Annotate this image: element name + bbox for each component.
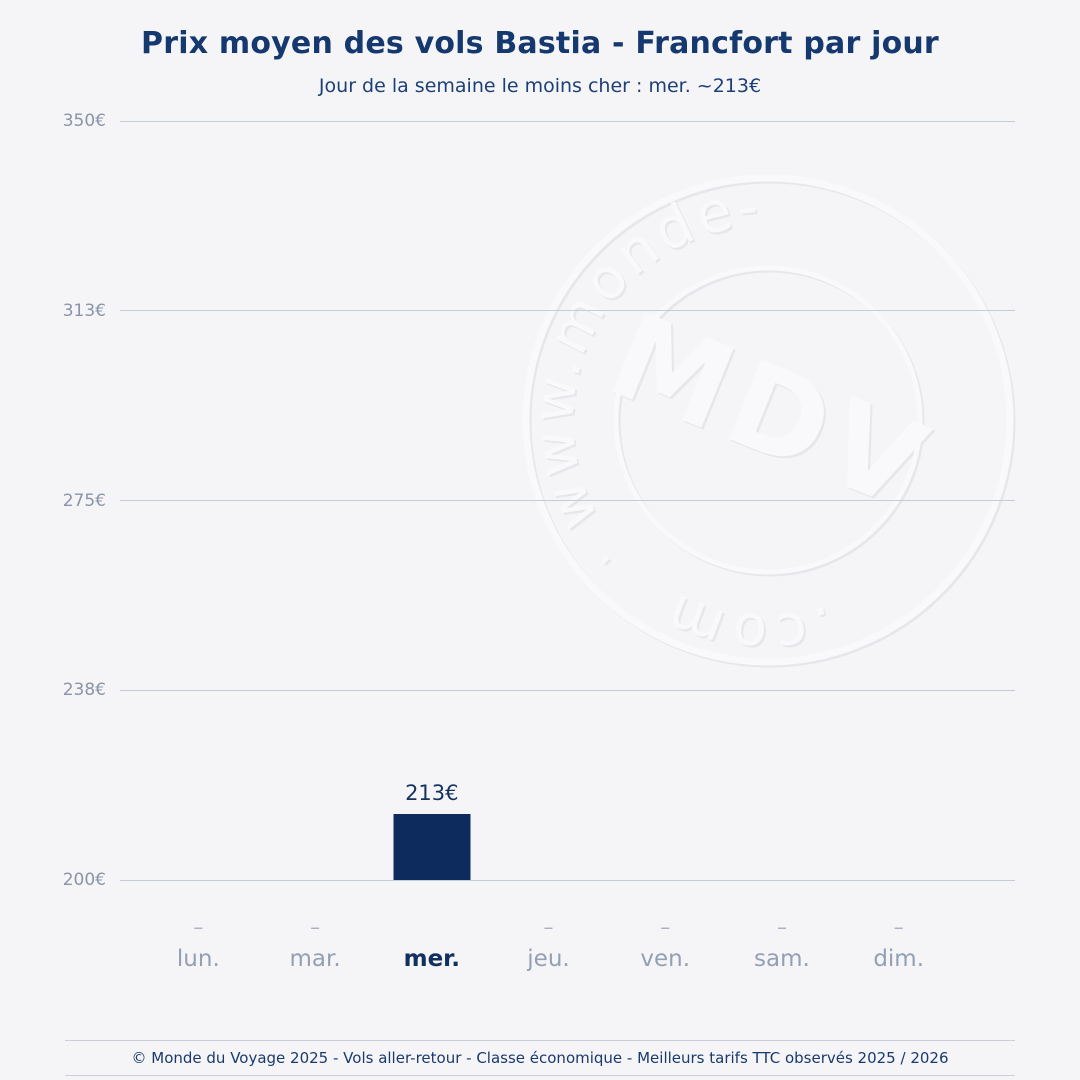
no-data-marker: – <box>776 915 787 939</box>
day-label-mar: mar. <box>289 946 341 972</box>
bar-column-dim <box>840 121 957 880</box>
bar-value-label: 213€ <box>405 781 459 806</box>
bar-column-lun <box>140 121 257 880</box>
x-axis-day-labels: – lun. – mar. mer. – jeu. – ven. – sam. – dim. <box>140 880 957 972</box>
y-tick-label: 200€ <box>62 870 106 890</box>
no-data-marker: – <box>310 915 321 939</box>
day-column-ven: – ven. <box>607 880 724 972</box>
day-column-mer: mer. <box>373 880 490 972</box>
y-tick-label: 350€ <box>62 111 106 131</box>
gridline <box>120 120 1015 122</box>
y-tick-label: 275€ <box>62 490 106 511</box>
gridline <box>120 310 1015 312</box>
day-label-jeu: jeu. <box>527 946 570 972</box>
day-column-sam: – sam. <box>724 880 841 972</box>
day-column-dim: – dim. <box>840 880 957 972</box>
day-label-lun: lun. <box>176 946 220 972</box>
bar-column-mer: 213€ <box>373 121 490 880</box>
no-data-marker: – <box>660 915 671 939</box>
no-data-marker: – <box>893 915 904 939</box>
bar-column-jeu <box>490 121 607 880</box>
day-label-sam: sam. <box>754 946 810 972</box>
bar-columns: 213€ <box>140 121 957 880</box>
bar-mer <box>393 814 471 880</box>
gridline <box>120 689 1015 691</box>
y-tick-label: 313€ <box>62 300 106 321</box>
chart-title: Prix moyen des vols Bastia - Francfort p… <box>141 26 939 61</box>
footer-text: © Monde du Voyage 2025 - Vols aller-reto… <box>131 1049 949 1067</box>
chart-subtitle: Jour de la semaine le moins cher : mer. … <box>318 75 762 97</box>
day-column-jeu: – jeu. <box>490 880 607 972</box>
day-label-ven: ven. <box>640 946 691 972</box>
footer-divider-bottom <box>65 1075 1015 1076</box>
y-tick-label: 238€ <box>62 680 106 701</box>
day-label-dim: dim. <box>873 946 925 972</box>
y-axis-labels: 350€ 313€ 275€ 238€ 200€ <box>0 111 106 890</box>
bar-column-mar <box>257 121 374 880</box>
gridline <box>120 500 1015 501</box>
footer-divider-top <box>65 1040 1015 1041</box>
day-column-lun: – lun. <box>140 880 257 972</box>
day-label-mer: mer. <box>403 946 460 972</box>
bar-column-sam <box>724 121 841 880</box>
no-data-marker: – <box>543 915 554 939</box>
day-column-mar: – mar. <box>257 880 374 972</box>
no-data-marker: – <box>193 915 204 939</box>
gridline <box>120 879 1015 881</box>
plot-area <box>120 120 1015 881</box>
bar-column-ven <box>607 121 724 880</box>
